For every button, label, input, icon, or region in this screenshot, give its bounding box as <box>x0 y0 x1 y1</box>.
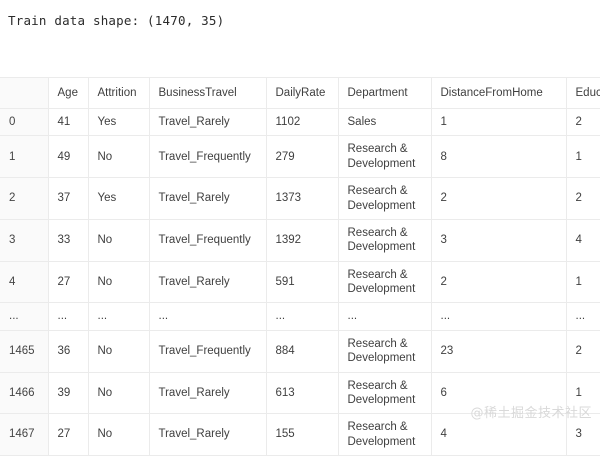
cell-businesstravel: Travel_Rarely <box>149 177 267 220</box>
column-header-distancefromhome: DistanceFromHome <box>431 77 567 109</box>
cell-age: 33 <box>48 219 89 262</box>
cell-education: ... <box>566 302 600 331</box>
cell-age: 27 <box>48 413 89 456</box>
cell-education: 2 <box>566 177 600 220</box>
cell-distancefromhome: 3 <box>431 219 567 262</box>
cell-department: Research & Development <box>338 413 432 456</box>
cell-education: 2 <box>566 330 600 373</box>
row-index: 1 <box>0 135 49 179</box>
cell-department: Research & Development <box>338 135 432 179</box>
table-row: 1467 27 No Travel_Rarely 155 Research & … <box>0 413 600 456</box>
table-row: 1 49 No Travel_Frequently 279 Research &… <box>0 135 600 179</box>
cell-businesstravel: Travel_Frequently <box>149 135 267 179</box>
cell-attrition: ... <box>88 302 150 331</box>
cell-dailyrate: 591 <box>266 261 339 304</box>
cell-age: 37 <box>48 177 89 220</box>
cell-distancefromhome: 4 <box>431 413 567 456</box>
cell-department: Research & Development <box>338 261 432 304</box>
cell-businesstravel: Travel_Frequently <box>149 219 267 262</box>
header-row: Age Attrition BusinessTravel DailyRate D… <box>0 77 600 109</box>
cell-department: Research & Development <box>338 219 432 262</box>
cell-dailyrate: 1373 <box>266 177 339 220</box>
row-index: 1466 <box>0 372 49 415</box>
cell-distancefromhome: 2 <box>431 261 567 304</box>
cell-education: 2 <box>566 108 600 137</box>
cell-distancefromhome: 2 <box>431 177 567 220</box>
cell-businesstravel: Travel_Frequently <box>149 330 267 373</box>
cell-attrition: No <box>88 413 150 456</box>
cell-businesstravel: ... <box>149 302 267 331</box>
cell-age: 39 <box>48 372 89 415</box>
cell-education: 4 <box>566 219 600 262</box>
cell-attrition: No <box>88 330 150 373</box>
cell-attrition: No <box>88 219 150 262</box>
output-title-text: Train data shape: (1470, 35) <box>8 13 225 28</box>
cell-businesstravel: Travel_Rarely <box>149 108 267 137</box>
column-header-attrition: Attrition <box>88 77 150 109</box>
table-row: 1465 36 No Travel_Frequently 884 Researc… <box>0 330 600 373</box>
table-row-ellipsis: ... ... ... ... ... ... ... ... <box>0 302 600 331</box>
cell-department: Sales <box>338 108 432 137</box>
cell-dailyrate: 279 <box>266 135 339 179</box>
cell-distancefromhome: 1 <box>431 108 567 137</box>
cell-department: Research & Development <box>338 177 432 220</box>
row-index: 0 <box>0 108 49 137</box>
row-index: ... <box>0 302 49 331</box>
column-header-education: Education <box>566 77 600 109</box>
cell-department: ... <box>338 302 432 331</box>
column-header-department: Department <box>338 77 432 109</box>
cell-attrition: Yes <box>88 108 150 137</box>
cell-businesstravel: Travel_Rarely <box>149 413 267 456</box>
cell-age: ... <box>48 302 89 331</box>
table-header: Age Attrition BusinessTravel DailyRate D… <box>0 77 600 109</box>
cell-distancefromhome: 6 <box>431 372 567 415</box>
cell-age: 49 <box>48 135 89 179</box>
cell-attrition: No <box>88 135 150 179</box>
cell-attrition: Yes <box>88 177 150 220</box>
cell-businesstravel: Travel_Rarely <box>149 261 267 304</box>
cell-dailyrate: 155 <box>266 413 339 456</box>
cell-distancefromhome: 8 <box>431 135 567 179</box>
table-row: 1466 39 No Travel_Rarely 613 Research & … <box>0 372 600 415</box>
cell-attrition: No <box>88 261 150 304</box>
table-row: 2 37 Yes Travel_Rarely 1373 Research & D… <box>0 177 600 220</box>
row-index: 1467 <box>0 413 49 456</box>
column-header-age: Age <box>48 77 89 109</box>
dataframe-container: Age Attrition BusinessTravel DailyRate D… <box>0 77 600 456</box>
cell-education: 1 <box>566 261 600 304</box>
cell-department: Research & Development <box>338 330 432 373</box>
cell-age: 41 <box>48 108 89 137</box>
cell-age: 36 <box>48 330 89 373</box>
cell-dailyrate: 884 <box>266 330 339 373</box>
cell-dailyrate: ... <box>266 302 339 331</box>
row-index: 3 <box>0 219 49 262</box>
table-row: 0 41 Yes Travel_Rarely 1102 Sales 1 2 <box>0 108 600 137</box>
column-header-index <box>0 77 49 109</box>
cell-dailyrate: 1102 <box>266 108 339 137</box>
row-index: 2 <box>0 177 49 220</box>
cell-dailyrate: 1392 <box>266 219 339 262</box>
cell-age: 27 <box>48 261 89 304</box>
cell-businesstravel: Travel_Rarely <box>149 372 267 415</box>
column-header-dailyrate: DailyRate <box>266 77 339 109</box>
cell-education: 3 <box>566 413 600 456</box>
row-index: 4 <box>0 261 49 304</box>
cell-education: 1 <box>566 372 600 415</box>
dataframe-table: Age Attrition BusinessTravel DailyRate D… <box>0 77 600 456</box>
table-row: 3 33 No Travel_Frequently 1392 Research … <box>0 219 600 262</box>
cell-department: Research & Development <box>338 372 432 415</box>
table-row: 4 27 No Travel_Rarely 591 Research & Dev… <box>0 261 600 304</box>
column-header-businesstravel: BusinessTravel <box>149 77 267 109</box>
cell-distancefromhome: 23 <box>431 330 567 373</box>
row-index: 1465 <box>0 330 49 373</box>
cell-attrition: No <box>88 372 150 415</box>
cell-distancefromhome: ... <box>431 302 567 331</box>
cell-dailyrate: 613 <box>266 372 339 415</box>
table-body: 0 41 Yes Travel_Rarely 1102 Sales 1 2 1 … <box>0 108 600 456</box>
cell-education: 1 <box>566 135 600 179</box>
